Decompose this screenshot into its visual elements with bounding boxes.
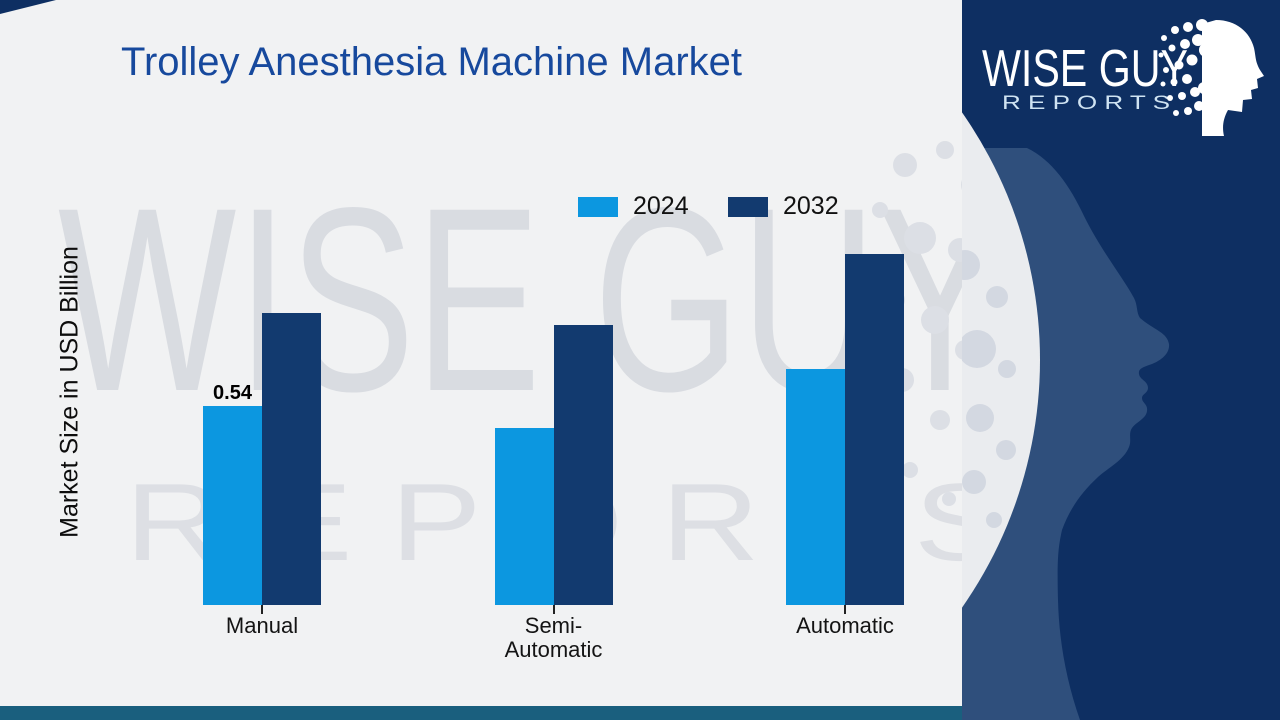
watermark-dot xyxy=(902,462,918,478)
legend-item-2024: 2024 xyxy=(578,192,689,221)
circle-blob-dot xyxy=(998,360,1016,378)
watermark-dot xyxy=(921,306,949,334)
legend-label-2024: 2024 xyxy=(633,192,689,220)
logo-wiseguy-text: WISE GUY xyxy=(982,40,1188,98)
x-axis-tick xyxy=(552,605,555,614)
legend-swatch-2032 xyxy=(728,196,768,217)
x-axis-tick xyxy=(844,605,846,614)
bottom-accent-bar xyxy=(0,706,1280,720)
circle-blob-dot xyxy=(962,330,996,368)
category-label-semi-automatic: Semi-Automatic xyxy=(504,613,603,662)
category-label-automatic: Automatic xyxy=(796,613,894,638)
circle-blob-dot xyxy=(996,440,1016,460)
watermark-dot xyxy=(936,141,954,159)
watermark-dot xyxy=(872,202,888,218)
watermark-dot xyxy=(904,222,936,254)
circle-blob-dot xyxy=(966,404,994,432)
circle-blob-dot xyxy=(962,470,986,494)
page-title: Trolley Anesthesia Machine Market xyxy=(121,40,743,84)
bar-2024-manual xyxy=(203,406,262,605)
bar-2024-semi-automatic xyxy=(494,428,554,605)
bar-2032-manual xyxy=(262,313,321,605)
category-label-manual: Manual xyxy=(225,613,299,638)
bar-2024-automatic xyxy=(786,369,845,605)
watermark-dot xyxy=(942,492,956,506)
watermark-dot xyxy=(930,410,950,430)
wise-guy-reports-logo: WISE GUY R E P O R T S xyxy=(982,19,1264,136)
watermark-dot xyxy=(893,153,917,177)
logo-head-icon xyxy=(1158,19,1264,136)
bar-2032-semi-automatic xyxy=(553,325,613,605)
brand-panel: WISE GUY R E P O R T S xyxy=(962,0,1280,720)
circle-blob-dot xyxy=(986,286,1008,308)
circle-blob-dot xyxy=(962,250,980,280)
bar-value-label: 0.54 xyxy=(213,382,252,404)
legend-item-2032: 2032 xyxy=(728,192,839,221)
x-axis-tick xyxy=(261,605,263,614)
legend-swatch-2024 xyxy=(578,196,618,217)
legend-label-2032: 2032 xyxy=(783,192,839,220)
bar-2032-automatic xyxy=(845,254,904,605)
circle-blob-dot xyxy=(986,512,1002,528)
y-axis-label: Market Size in USD Billion xyxy=(55,246,84,538)
logo-reports-text: R E P O R T S xyxy=(1002,93,1170,114)
